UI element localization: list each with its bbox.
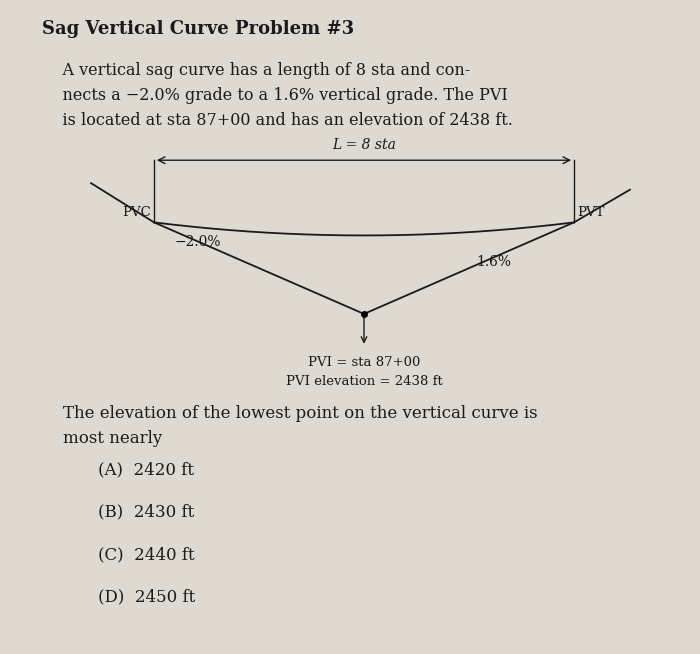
- Text: PVC: PVC: [122, 206, 150, 219]
- Text: A vertical sag curve has a length of 8 sta and con-
    nects a −2.0% grade to a: A vertical sag curve has a length of 8 s…: [42, 62, 513, 129]
- Text: (A)  2420 ft: (A) 2420 ft: [98, 461, 194, 478]
- Text: The elevation of the lowest point on the vertical curve is
    most nearly: The elevation of the lowest point on the…: [42, 405, 538, 447]
- Text: −2.0%: −2.0%: [175, 235, 221, 249]
- Text: L = 8 sta: L = 8 sta: [332, 139, 396, 152]
- Text: (C)  2440 ft: (C) 2440 ft: [98, 546, 195, 563]
- Text: Sag Vertical Curve Problem #3: Sag Vertical Curve Problem #3: [42, 20, 354, 38]
- Text: PVT: PVT: [578, 206, 605, 219]
- Text: 1.6%: 1.6%: [476, 255, 511, 269]
- Text: PVI = sta 87+00
PVI elevation = 2438 ft: PVI = sta 87+00 PVI elevation = 2438 ft: [286, 356, 442, 388]
- Text: (D)  2450 ft: (D) 2450 ft: [98, 589, 195, 606]
- Text: (B)  2430 ft: (B) 2430 ft: [98, 504, 195, 521]
